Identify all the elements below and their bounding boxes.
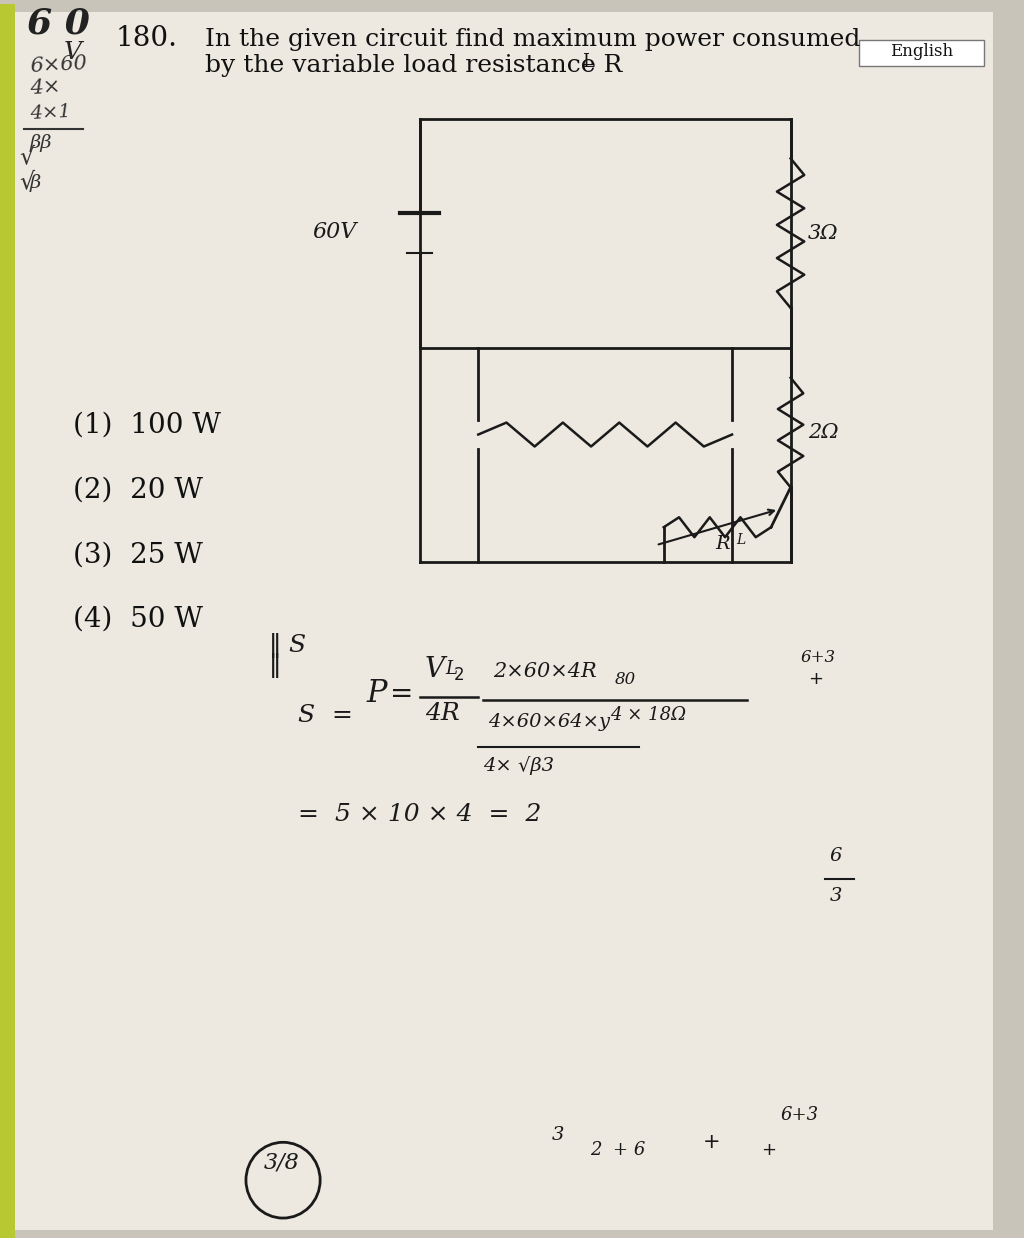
Text: 60V: 60V xyxy=(312,222,356,243)
Text: +: + xyxy=(808,670,823,688)
Text: P: P xyxy=(366,677,386,708)
Text: 80: 80 xyxy=(614,671,636,688)
Text: R: R xyxy=(715,535,729,553)
Text: 6×60: 6×60 xyxy=(30,53,87,76)
Text: +: + xyxy=(702,1133,720,1153)
Text: β: β xyxy=(30,175,41,192)
Text: 180.: 180. xyxy=(115,25,177,52)
Text: 3/8: 3/8 xyxy=(263,1151,299,1174)
Text: √: √ xyxy=(19,145,35,168)
Text: +: + xyxy=(761,1141,776,1159)
Text: 4× √β3: 4× √β3 xyxy=(483,756,554,775)
Text: (1)  100 W: (1) 100 W xyxy=(73,411,221,438)
Text: 2  + 6: 2 + 6 xyxy=(591,1141,646,1159)
Text: V: V xyxy=(63,41,82,63)
Text: 6: 6 xyxy=(829,847,842,865)
Text: In the given circuit find maximum power consumed: In the given circuit find maximum power … xyxy=(205,27,860,51)
Text: by the variable load resistance R: by the variable load resistance R xyxy=(205,53,623,77)
Text: =: = xyxy=(332,703,352,727)
Text: 4×60×64×y: 4×60×64×y xyxy=(488,713,610,730)
Text: 2×60×4R: 2×60×4R xyxy=(493,662,597,681)
Text: ‖: ‖ xyxy=(268,652,281,677)
Text: L: L xyxy=(736,534,745,547)
Bar xyxy=(0,4,14,1238)
Text: 2Ω: 2Ω xyxy=(808,423,839,442)
Text: 4×1: 4×1 xyxy=(30,103,72,123)
Text: 3Ω: 3Ω xyxy=(808,224,839,243)
Text: ββ: ββ xyxy=(30,135,52,152)
Text: 6 0: 6 0 xyxy=(28,6,90,41)
Text: (2)  20 W: (2) 20 W xyxy=(73,477,203,504)
Bar xyxy=(859,40,984,66)
Text: ‖: ‖ xyxy=(268,633,281,657)
Text: V: V xyxy=(425,656,444,683)
Text: English: English xyxy=(890,43,953,59)
Text: L: L xyxy=(445,660,457,677)
Text: 6+3: 6+3 xyxy=(801,649,836,666)
Text: S: S xyxy=(298,703,314,727)
Text: L: L xyxy=(582,53,594,71)
Text: 2: 2 xyxy=(454,666,465,683)
Text: S: S xyxy=(288,634,305,657)
Text: 4R: 4R xyxy=(425,702,460,724)
Text: 3: 3 xyxy=(829,888,842,905)
Text: =: = xyxy=(390,680,414,708)
Text: 4×: 4× xyxy=(30,77,61,98)
Text: √: √ xyxy=(19,170,35,193)
Text: =  5 × 10 × 4  =  2: = 5 × 10 × 4 = 2 xyxy=(298,803,541,826)
Text: 4 × 18Ω: 4 × 18Ω xyxy=(610,706,686,724)
Text: (4)  50 W: (4) 50 W xyxy=(73,605,203,633)
Text: 3: 3 xyxy=(552,1127,564,1144)
Text: 6+3: 6+3 xyxy=(781,1107,819,1124)
Text: (3)  25 W: (3) 25 W xyxy=(73,541,203,568)
